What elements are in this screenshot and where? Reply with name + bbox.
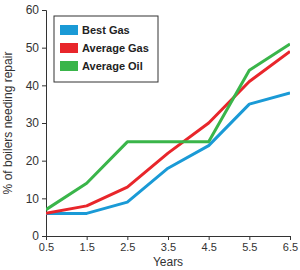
y-tick-mark (42, 236, 46, 237)
y-tick-label: 50 (26, 41, 40, 55)
legend-label: Average Gas (82, 42, 149, 54)
y-tick-label: 30 (26, 116, 40, 130)
legend-swatch (60, 61, 78, 71)
x-tick: 4.5 (202, 236, 217, 253)
x-axis-title: Years (153, 255, 183, 269)
y-axis-line (42, 11, 47, 237)
x-tick-label: 2.5 (120, 241, 135, 253)
y-axis: 0102030405060 (26, 3, 47, 243)
legend-swatch (60, 25, 78, 35)
legend-label: Best Gas (82, 24, 130, 36)
x-tick-label: 0.5 (39, 241, 54, 253)
legend-swatch (60, 43, 78, 53)
x-tick-mark (87, 236, 88, 240)
y-axis-title: % of boilers needing repair (1, 52, 15, 195)
x-tick-label: 6.5 (283, 241, 298, 253)
y-tick: 40 (26, 79, 46, 93)
x-tick-mark (46, 236, 47, 240)
x-axis-line (47, 237, 291, 241)
y-tick-mark (42, 85, 46, 86)
legend-label: Average Oil (82, 60, 143, 72)
y-tick-label: 40 (26, 79, 40, 93)
y-tick-mark (42, 10, 46, 11)
y-tick-mark (42, 198, 46, 199)
y-tick: 20 (26, 154, 46, 168)
y-tick: 30 (26, 116, 46, 130)
chart: 01020304050600.51.52.53.54.55.56.5Best G… (0, 0, 300, 270)
plot: 01020304050600.51.52.53.54.55.56.5Best G… (26, 3, 299, 252)
y-tick-mark (42, 48, 46, 49)
y-tick-label: 60 (26, 3, 40, 17)
x-tick: 6.5 (283, 236, 298, 253)
y-tick-mark (42, 123, 46, 124)
y-tick: 50 (26, 41, 46, 55)
x-tick-mark (249, 236, 250, 240)
x-tick: 1.5 (80, 236, 95, 253)
y-tick-mark (42, 161, 46, 162)
x-tick: 5.5 (242, 236, 257, 253)
x-tick-mark (168, 236, 169, 240)
x-tick-mark (127, 236, 128, 240)
x-tick-label: 1.5 (80, 241, 95, 253)
x-tick-mark (209, 236, 210, 240)
x-tick-label: 5.5 (242, 241, 257, 253)
y-tick-label: 20 (26, 154, 40, 168)
series-line (46, 44, 290, 210)
y-tick: 10 (26, 192, 46, 206)
legend-box (54, 16, 158, 82)
legend: Best Gas Average Gas Average Oil (54, 16, 158, 82)
y-tick: 60 (26, 3, 46, 17)
lines (46, 44, 290, 214)
x-tick-label: 4.5 (202, 241, 217, 253)
x-tick-label: 3.5 (161, 241, 176, 253)
x-tick: 3.5 (161, 236, 176, 253)
x-tick: 2.5 (120, 236, 135, 253)
x-tick: 0.5 (39, 236, 54, 253)
x-tick-mark (290, 236, 291, 240)
y-tick-label: 10 (26, 192, 40, 206)
x-axis: 0.5 1.5 2.5 3.5 4.5 5.5 6.5 (39, 236, 298, 253)
